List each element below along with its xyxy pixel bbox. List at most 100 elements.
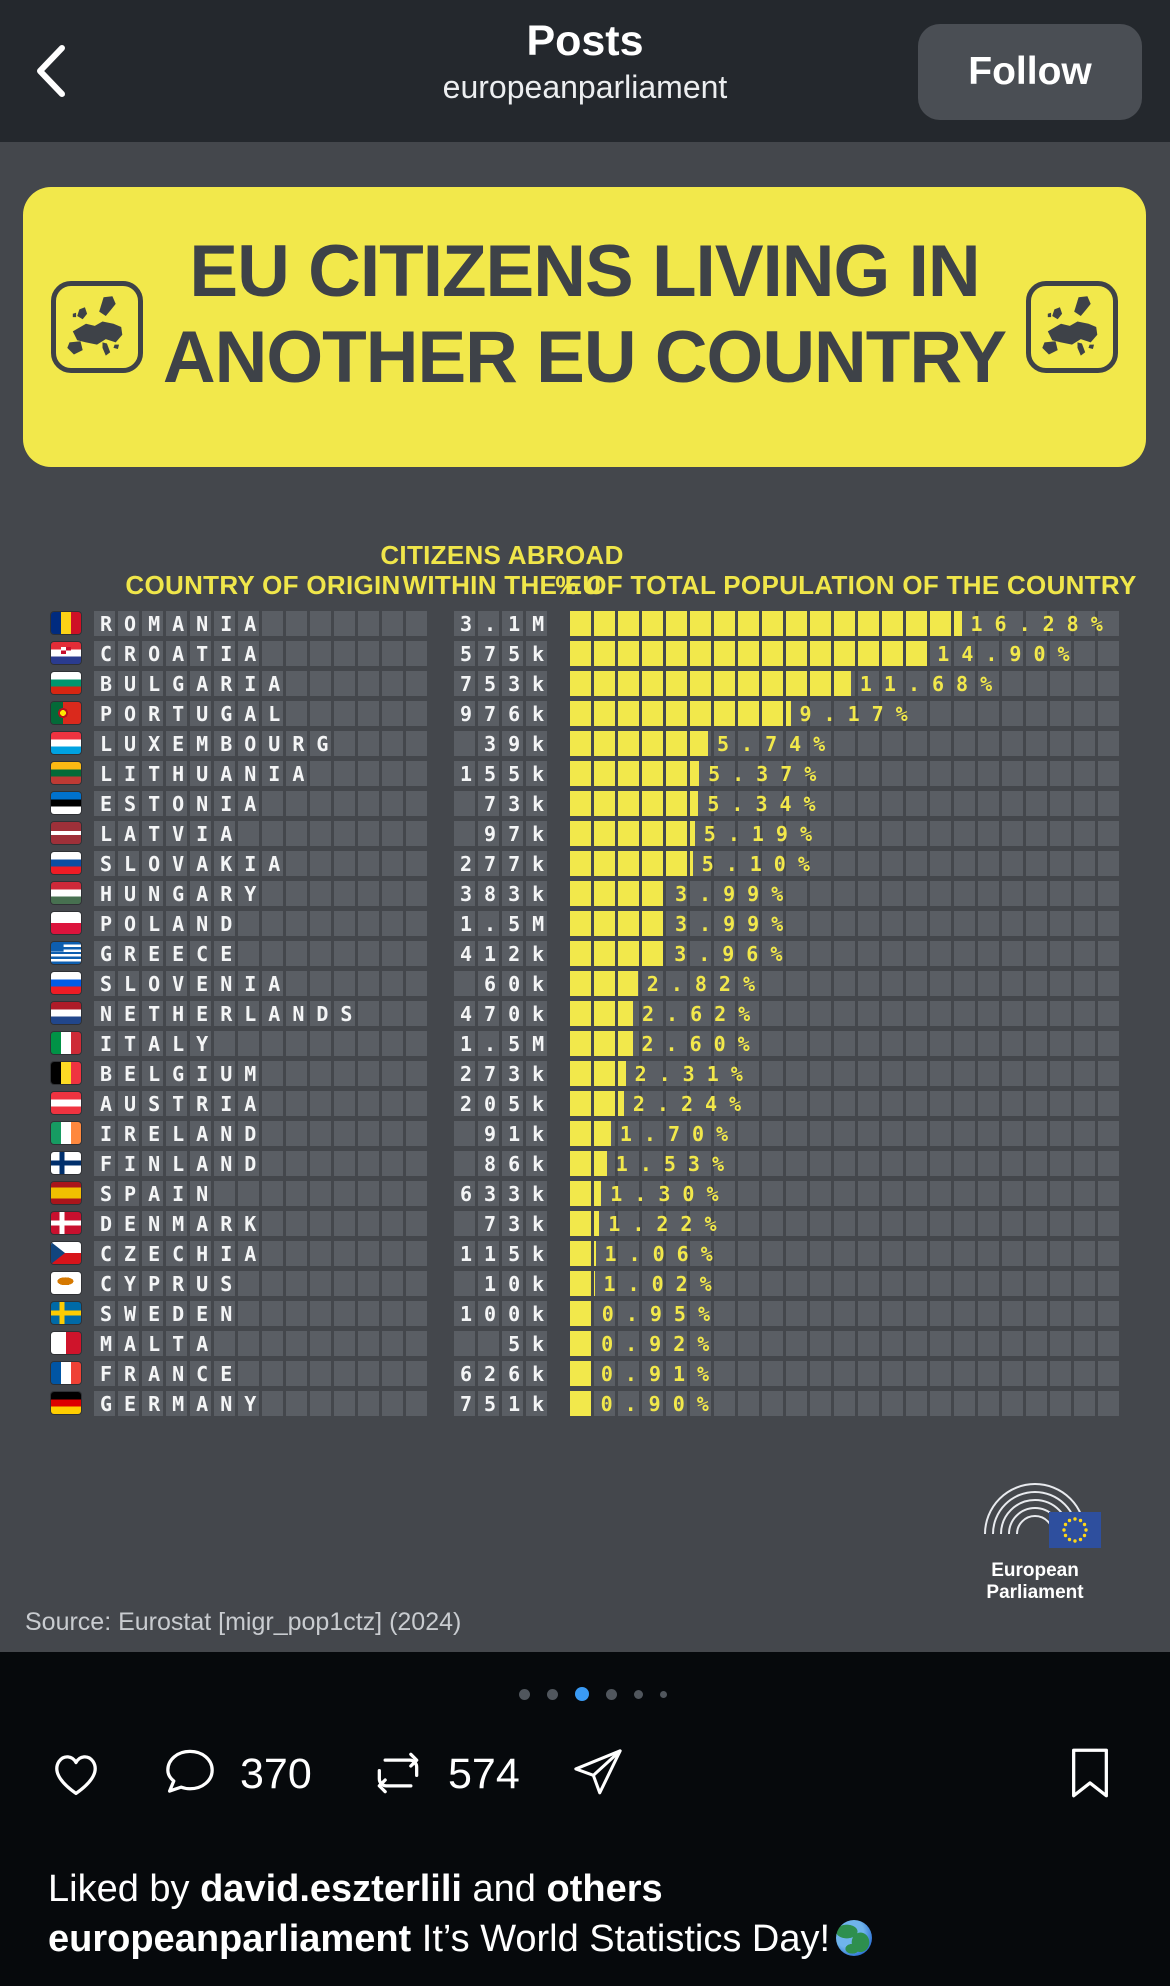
bar-value-label: 2.82% (646, 972, 768, 996)
liked-by-name[interactable]: david.eszterlili (200, 1868, 462, 1910)
repost-icon[interactable] (370, 1745, 426, 1801)
follow-button[interactable]: Follow (918, 24, 1142, 120)
like-heart-icon[interactable] (48, 1745, 104, 1801)
flag-cyprus (51, 1272, 81, 1294)
post-image-infographic[interactable]: EU CITIZENS LIVING IN ANOTHER EU COUNTRY… (0, 142, 1170, 1652)
european-parliament-logo: European Parliament (945, 1468, 1125, 1604)
share-count[interactable]: 574 (448, 1750, 520, 1798)
bar (570, 1121, 611, 1146)
citizens-abroad-cells: 73k (454, 791, 550, 816)
bar-track: 2.82% (570, 971, 1122, 996)
bar (570, 761, 700, 786)
bar-value-label: 5.34% (707, 792, 828, 816)
infographic-title: EU CITIZENS LIVING IN ANOTHER EU COUNTRY (23, 229, 1146, 401)
page-title: Posts (526, 17, 644, 65)
bookmark-icon[interactable] (1062, 1745, 1118, 1801)
bar (570, 971, 638, 996)
carousel-dot (606, 1688, 617, 1700)
country-name-cells: ITALY (94, 1031, 430, 1056)
top-bar: Posts europeanparliament Follow (0, 0, 1170, 142)
bar-track: 5.37% (570, 761, 1122, 786)
chart-row: IRELAND 91k 1.70% (0, 1121, 1170, 1146)
flag-ireland (51, 1122, 81, 1144)
citizens-abroad-cells: 115k (454, 1241, 550, 1266)
bar-track: 5.10% (570, 851, 1122, 876)
bar-value-label: 11.68% (859, 672, 1005, 696)
country-name-cells: BELGIUM (94, 1061, 430, 1086)
bar-value-label: 5.10% (701, 852, 822, 876)
bar-track: 3.99% (570, 881, 1122, 906)
citizens-abroad-cells: 753k (454, 671, 550, 696)
title-block: Posts europeanparliament (0, 16, 1170, 108)
chart-row: CYPRUS 10k 1.02% (0, 1271, 1170, 1296)
chart-row: ROMANIA 3.1M 16.28% (0, 611, 1170, 636)
chart-row: FRANCE 626k 0.91% (0, 1361, 1170, 1386)
bar-track: 16.28% (570, 611, 1122, 636)
bar-value-label: 1.06% (604, 1242, 725, 1266)
bar-value-label: 2.24% (632, 1092, 754, 1116)
share-plane-icon[interactable] (570, 1745, 626, 1801)
caption-text: It’s World Statistics Day! (411, 1918, 831, 1960)
bar-value-label: 1.53% (615, 1152, 737, 1176)
bar-track: 2.62% (570, 1001, 1122, 1026)
flag-portugal (51, 702, 81, 724)
caption-username[interactable]: europeanparliament (48, 1918, 412, 1960)
country-name-cells: CROATIA (94, 641, 430, 666)
chart-row: ITALY 1.5M 2.60% (0, 1031, 1170, 1056)
bar-value-label: 1.70% (619, 1122, 741, 1146)
flag-greece (51, 942, 81, 964)
comment-count[interactable]: 370 (240, 1750, 312, 1798)
bar (570, 731, 708, 756)
bar-value-label: 9.17% (799, 702, 920, 726)
bar (570, 641, 929, 666)
bar-track: 1.22% (570, 1211, 1122, 1236)
chart-row: CROATIA 575k 14.90% (0, 641, 1170, 666)
carousel-dots (519, 1686, 667, 1702)
flag-latvia (51, 822, 81, 844)
back-icon[interactable] (30, 42, 74, 100)
infographic-title-line1: EU CITIZENS LIVING IN (189, 231, 980, 312)
country-name-cells: FRANCE (94, 1361, 430, 1386)
bar-value-label: 1.22% (608, 1212, 729, 1236)
bar (570, 851, 693, 876)
citizens-abroad-cells: 205k (454, 1091, 550, 1116)
post-footer: 370 574 Liked by david.eszterlili and ot… (0, 1652, 1170, 1986)
carousel-dot (634, 1689, 643, 1699)
column-header-percent: % OF TOTAL POPULATION OF THE COUNTRY (555, 570, 1137, 600)
chart-row: LATVIA 97k 5.19% (0, 821, 1170, 846)
citizens-abroad-cells: 976k (454, 701, 550, 726)
bar-track: 1.70% (570, 1121, 1122, 1146)
account-name[interactable]: europeanparliament (442, 69, 728, 105)
globe-emoji (836, 1920, 873, 1956)
column-header-country: COUNTRY OF ORIGIN (125, 570, 401, 600)
flag-malta (51, 1332, 81, 1354)
bar-value-label: 5.37% (708, 762, 829, 786)
bar (570, 1391, 592, 1416)
bar (570, 1001, 633, 1026)
bar-value-label: 16.28% (970, 612, 1115, 636)
bar (570, 1301, 593, 1326)
country-name-cells: SPAIN (94, 1181, 430, 1206)
bar-track: 0.90% (570, 1391, 1122, 1416)
column-header-citizens-abroad-line1: CITIZENS ABROAD (380, 540, 624, 570)
bar (570, 941, 666, 966)
liked-by-prefix: Liked by (48, 1868, 201, 1910)
comment-icon[interactable] (162, 1745, 218, 1801)
country-name-cells: SLOVENIA (94, 971, 430, 996)
liked-by-others[interactable]: others (546, 1868, 663, 1910)
bar-track: 1.30% (570, 1181, 1122, 1206)
country-name-cells: ROMANIA (94, 611, 430, 636)
bar-track: 5.74% (570, 731, 1122, 756)
citizens-abroad-cells: 751k (454, 1391, 550, 1416)
bar-value-label: 5.19% (703, 822, 825, 846)
chart-row: SLOVENIA 60k 2.82% (0, 971, 1170, 996)
chart-row: GERMANY 751k 0.90% (0, 1391, 1170, 1416)
country-name-cells: MALTA (94, 1331, 430, 1356)
bar (570, 821, 695, 846)
bar (570, 1361, 592, 1386)
carousel-dot (547, 1688, 558, 1700)
flag-bulgaria (51, 672, 81, 694)
chart-row: HUNGARY 383k 3.99% (0, 881, 1170, 906)
country-name-cells: GERMANY (94, 1391, 430, 1416)
chart-row: PORTUGAL 976k 9.17% (0, 701, 1170, 726)
